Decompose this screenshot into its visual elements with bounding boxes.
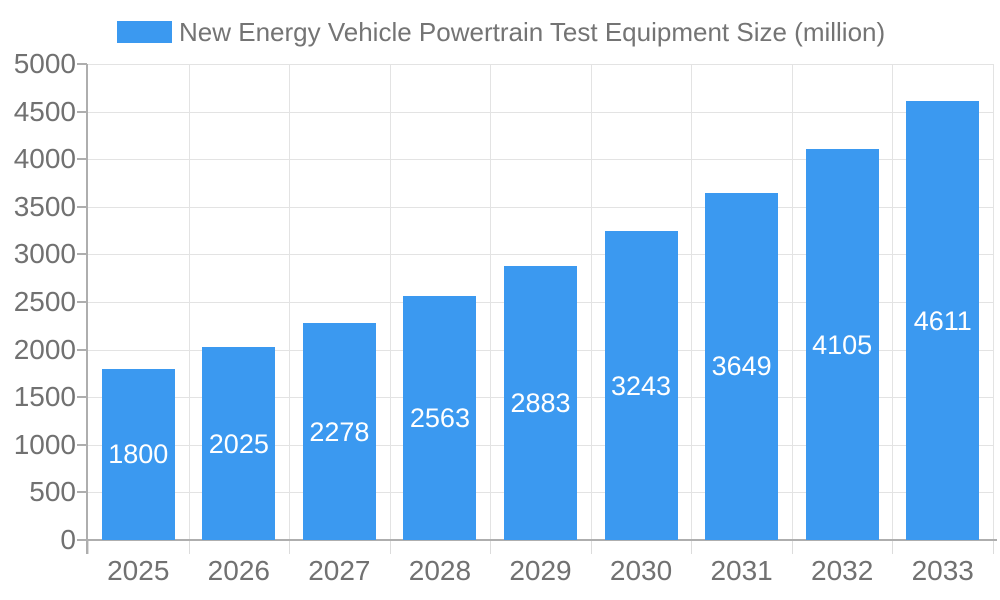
y-axis-tick bbox=[77, 253, 87, 256]
y-axis-label: 4000 bbox=[13, 143, 76, 175]
bar-value-label: 2025 bbox=[208, 428, 269, 459]
bar[interactable]: 2883 bbox=[504, 265, 577, 540]
y-axis-label: 2500 bbox=[13, 286, 76, 317]
bar[interactable]: 2563 bbox=[403, 296, 477, 540]
x-axis-tick bbox=[892, 541, 894, 554]
y-axis-label: 1500 bbox=[13, 381, 76, 413]
x-gridline bbox=[691, 64, 693, 540]
bar[interactable]: 1800 bbox=[101, 368, 175, 540]
y-gridline bbox=[88, 64, 993, 65]
bar[interactable]: 2278 bbox=[302, 323, 376, 540]
bar[interactable]: 3243 bbox=[604, 231, 678, 540]
x-axis-category-label: 2032 bbox=[811, 555, 874, 586]
x-axis-tick bbox=[490, 541, 492, 554]
y-gridline bbox=[88, 206, 993, 208]
x-axis-category-label: 2027 bbox=[308, 555, 371, 586]
bar-value-label: 1800 bbox=[108, 439, 169, 470]
y-axis-label: 5000 bbox=[13, 48, 76, 79]
y-axis-tick bbox=[77, 158, 87, 161]
x-gridline bbox=[590, 64, 592, 540]
x-gridline bbox=[490, 64, 492, 540]
legend-swatch bbox=[117, 21, 172, 43]
x-axis-tick bbox=[590, 541, 592, 554]
y-axis-label: 1000 bbox=[13, 428, 76, 460]
x-axis-tick bbox=[88, 541, 89, 554]
bar-value-label: 2563 bbox=[409, 402, 470, 433]
x-axis-tick bbox=[389, 541, 391, 554]
bar-value-label: 4105 bbox=[812, 329, 873, 360]
y-axis-label: 4500 bbox=[13, 95, 76, 127]
x-axis-tick bbox=[691, 541, 693, 554]
y-axis-tick bbox=[77, 63, 87, 65]
y-axis-tick bbox=[77, 491, 87, 494]
y-axis-line bbox=[86, 64, 88, 554]
bar-value-label: 3649 bbox=[711, 351, 772, 382]
y-axis-label: 3000 bbox=[13, 238, 76, 270]
bar-value-label: 4611 bbox=[913, 305, 972, 336]
x-gridline bbox=[188, 64, 190, 540]
y-gridline bbox=[88, 111, 993, 113]
y-axis-tick bbox=[77, 110, 87, 113]
x-axis-category-label: 2026 bbox=[207, 555, 270, 586]
x-axis-category-label: 2028 bbox=[408, 555, 472, 586]
x-gridline bbox=[892, 64, 894, 540]
x-axis-category-label: 2029 bbox=[509, 555, 572, 586]
y-axis-tick bbox=[77, 205, 87, 208]
x-axis-category-label: 2030 bbox=[609, 555, 673, 586]
x-gridline bbox=[289, 64, 291, 540]
y-axis-tick bbox=[77, 348, 87, 351]
bar-value-label: 2278 bbox=[309, 416, 370, 447]
bar-value-label: 2883 bbox=[510, 387, 571, 418]
legend-label: New Energy Vehicle Powertrain Test Equip… bbox=[179, 17, 886, 47]
legend-item[interactable]: New Energy Vehicle Powertrain Test Equip… bbox=[117, 17, 885, 47]
x-axis-category-label: 2031 bbox=[710, 555, 773, 586]
x-gridline bbox=[791, 64, 793, 540]
bar[interactable]: 4611 bbox=[906, 101, 980, 540]
y-axis-label: 0 bbox=[60, 524, 76, 555]
x-axis-category-label: 2033 bbox=[911, 555, 974, 586]
bar[interactable]: 3649 bbox=[705, 192, 779, 540]
x-gridline bbox=[993, 64, 994, 540]
y-axis-label: 3500 bbox=[13, 190, 76, 222]
x-axis-line bbox=[78, 539, 997, 541]
x-axis-tick bbox=[188, 541, 190, 554]
x-gridline bbox=[389, 64, 391, 540]
bar[interactable]: 4105 bbox=[805, 149, 879, 540]
x-axis-tick bbox=[993, 541, 994, 554]
bar-value-label: 3243 bbox=[611, 370, 672, 401]
y-axis-label: 500 bbox=[29, 476, 76, 508]
y-gridline bbox=[88, 254, 993, 256]
y-axis-tick bbox=[77, 301, 87, 303]
y-axis-label: 2000 bbox=[13, 333, 76, 365]
bar[interactable]: 2025 bbox=[202, 347, 276, 540]
x-axis-tick bbox=[289, 541, 291, 554]
y-axis-tick bbox=[77, 396, 87, 399]
y-axis-tick bbox=[77, 443, 87, 446]
y-gridline bbox=[88, 159, 993, 161]
x-axis-category-label: 2025 bbox=[107, 555, 170, 586]
x-axis-tick bbox=[791, 541, 793, 554]
